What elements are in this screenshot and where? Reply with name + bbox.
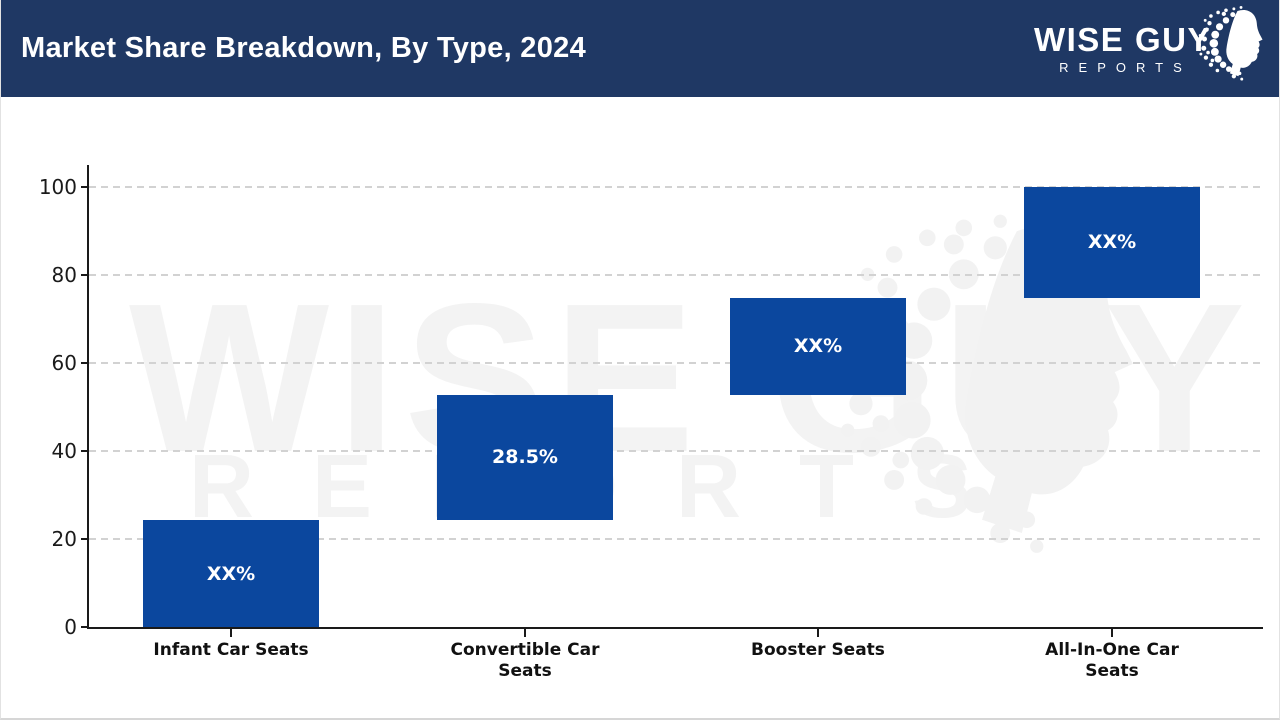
brand-logo-line1: WISE GUY [1033, 20, 1211, 58]
x-tick-booster-seats [817, 629, 819, 637]
y-tick-label-80: 80 [51, 263, 77, 287]
y-tick-100 [81, 186, 89, 188]
gridline-40 [89, 450, 1263, 452]
x-tick-convertible-car-seats [524, 629, 526, 637]
bar-label-infant-car-seats: XX% [206, 562, 256, 585]
bar-all-in-one-car-seats [1024, 187, 1200, 298]
y-tick-20 [81, 538, 89, 540]
y-axis-line [87, 165, 89, 629]
category-label-infant-car-seats: Infant Car Seats [153, 640, 309, 660]
brand-logo-line2: REPORTS [1059, 59, 1192, 75]
page-title: Market Share Breakdown, By Type, 2024 [21, 32, 587, 64]
y-tick-60 [81, 362, 89, 364]
bar-label-booster-seats: XX% [793, 335, 843, 358]
y-tick-40 [81, 450, 89, 452]
gridline-20 [89, 538, 1263, 540]
y-tick-label-40: 40 [51, 439, 77, 463]
x-axis-line [87, 627, 1263, 629]
bar-booster-seats [730, 297, 906, 395]
brand-logo-text: WISE GUY REPORTS [1033, 20, 1211, 75]
y-tick-label-20: 20 [51, 527, 77, 551]
x-tick-all-in-one-car-seats [1111, 629, 1113, 637]
bar-infant-car-seats [143, 520, 319, 627]
bar-convertible-car-seats [437, 394, 613, 521]
category-label-convertible-car-seats: Convertible Car Seats [450, 640, 600, 681]
bar-label-convertible-car-seats: 28.5% [492, 446, 558, 469]
y-tick-0 [81, 626, 89, 628]
category-label-all-in-one-car-seats: All-In-One Car Seats [1045, 640, 1179, 681]
x-tick-infant-car-seats [230, 629, 232, 637]
bar-label-all-in-one-car-seats: XX% [1087, 231, 1137, 254]
brand-logo: WISE GUY REPORTS [1033, 5, 1267, 92]
y-tick-80 [81, 274, 89, 276]
gridline-100 [89, 186, 1263, 188]
y-tick-label-60: 60 [51, 351, 77, 375]
y-tick-label-100: 100 [38, 175, 77, 199]
category-label-booster-seats: Booster Seats [751, 640, 885, 660]
header-bar: Market Share Breakdown, By Type, 2024 WI… [1, 0, 1279, 97]
gridline-80 [89, 274, 1263, 276]
y-tick-label-0: 0 [64, 615, 77, 639]
gridline-60 [89, 362, 1263, 364]
